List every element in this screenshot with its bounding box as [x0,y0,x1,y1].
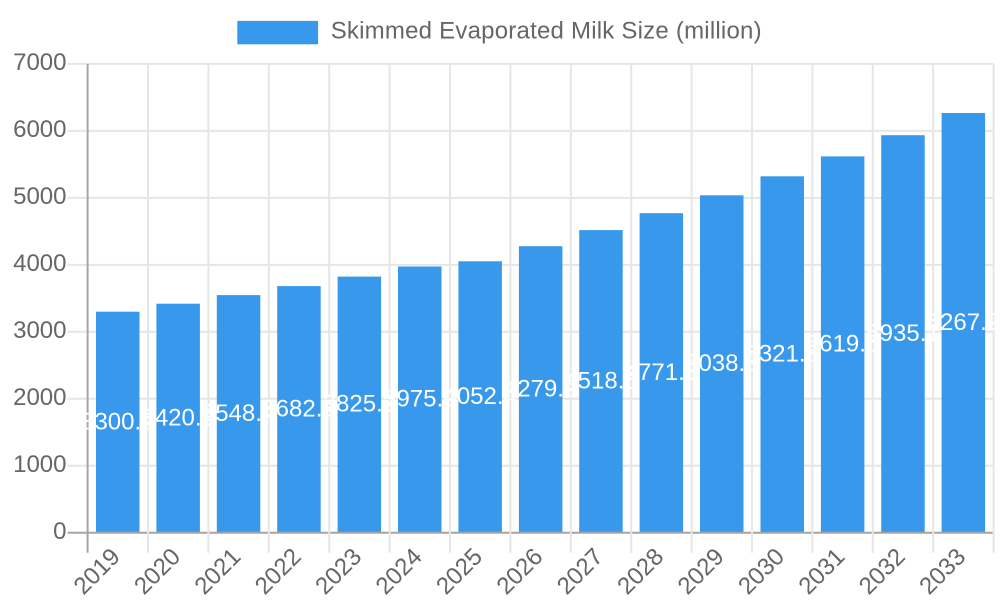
svg-text:5000: 5000 [13,183,66,210]
svg-text:4052.4: 4052.4 [443,383,516,410]
svg-text:4279.2: 4279.2 [504,376,577,403]
svg-text:3420.3: 3420.3 [141,404,214,431]
svg-text:3682.3: 3682.3 [262,396,335,423]
svg-text:6267.2: 6267.2 [927,309,1000,336]
svg-text:Skimmed Evaporated Milk Size (: Skimmed Evaporated Milk Size (million) [331,18,762,45]
svg-text:4000: 4000 [13,250,66,277]
svg-text:0: 0 [53,518,66,545]
svg-text:5038.3: 5038.3 [685,350,758,377]
svg-text:3300.2: 3300.2 [81,408,154,435]
svg-text:5321.3: 5321.3 [745,341,818,368]
svg-text:7000: 7000 [13,49,66,76]
svg-text:5619.5: 5619.5 [806,331,879,358]
svg-text:5935.1: 5935.1 [866,320,939,347]
svg-text:3975.2: 3975.2 [383,386,456,413]
svg-text:4771.3: 4771.3 [625,359,698,386]
svg-text:6000: 6000 [13,116,66,143]
svg-text:3548.4: 3548.4 [202,400,275,427]
svg-text:3000: 3000 [13,317,66,344]
svg-text:3825.3: 3825.3 [323,391,396,418]
svg-text:1000: 1000 [13,451,66,478]
svg-text:4518.5: 4518.5 [564,368,637,395]
svg-text:2000: 2000 [13,384,66,411]
